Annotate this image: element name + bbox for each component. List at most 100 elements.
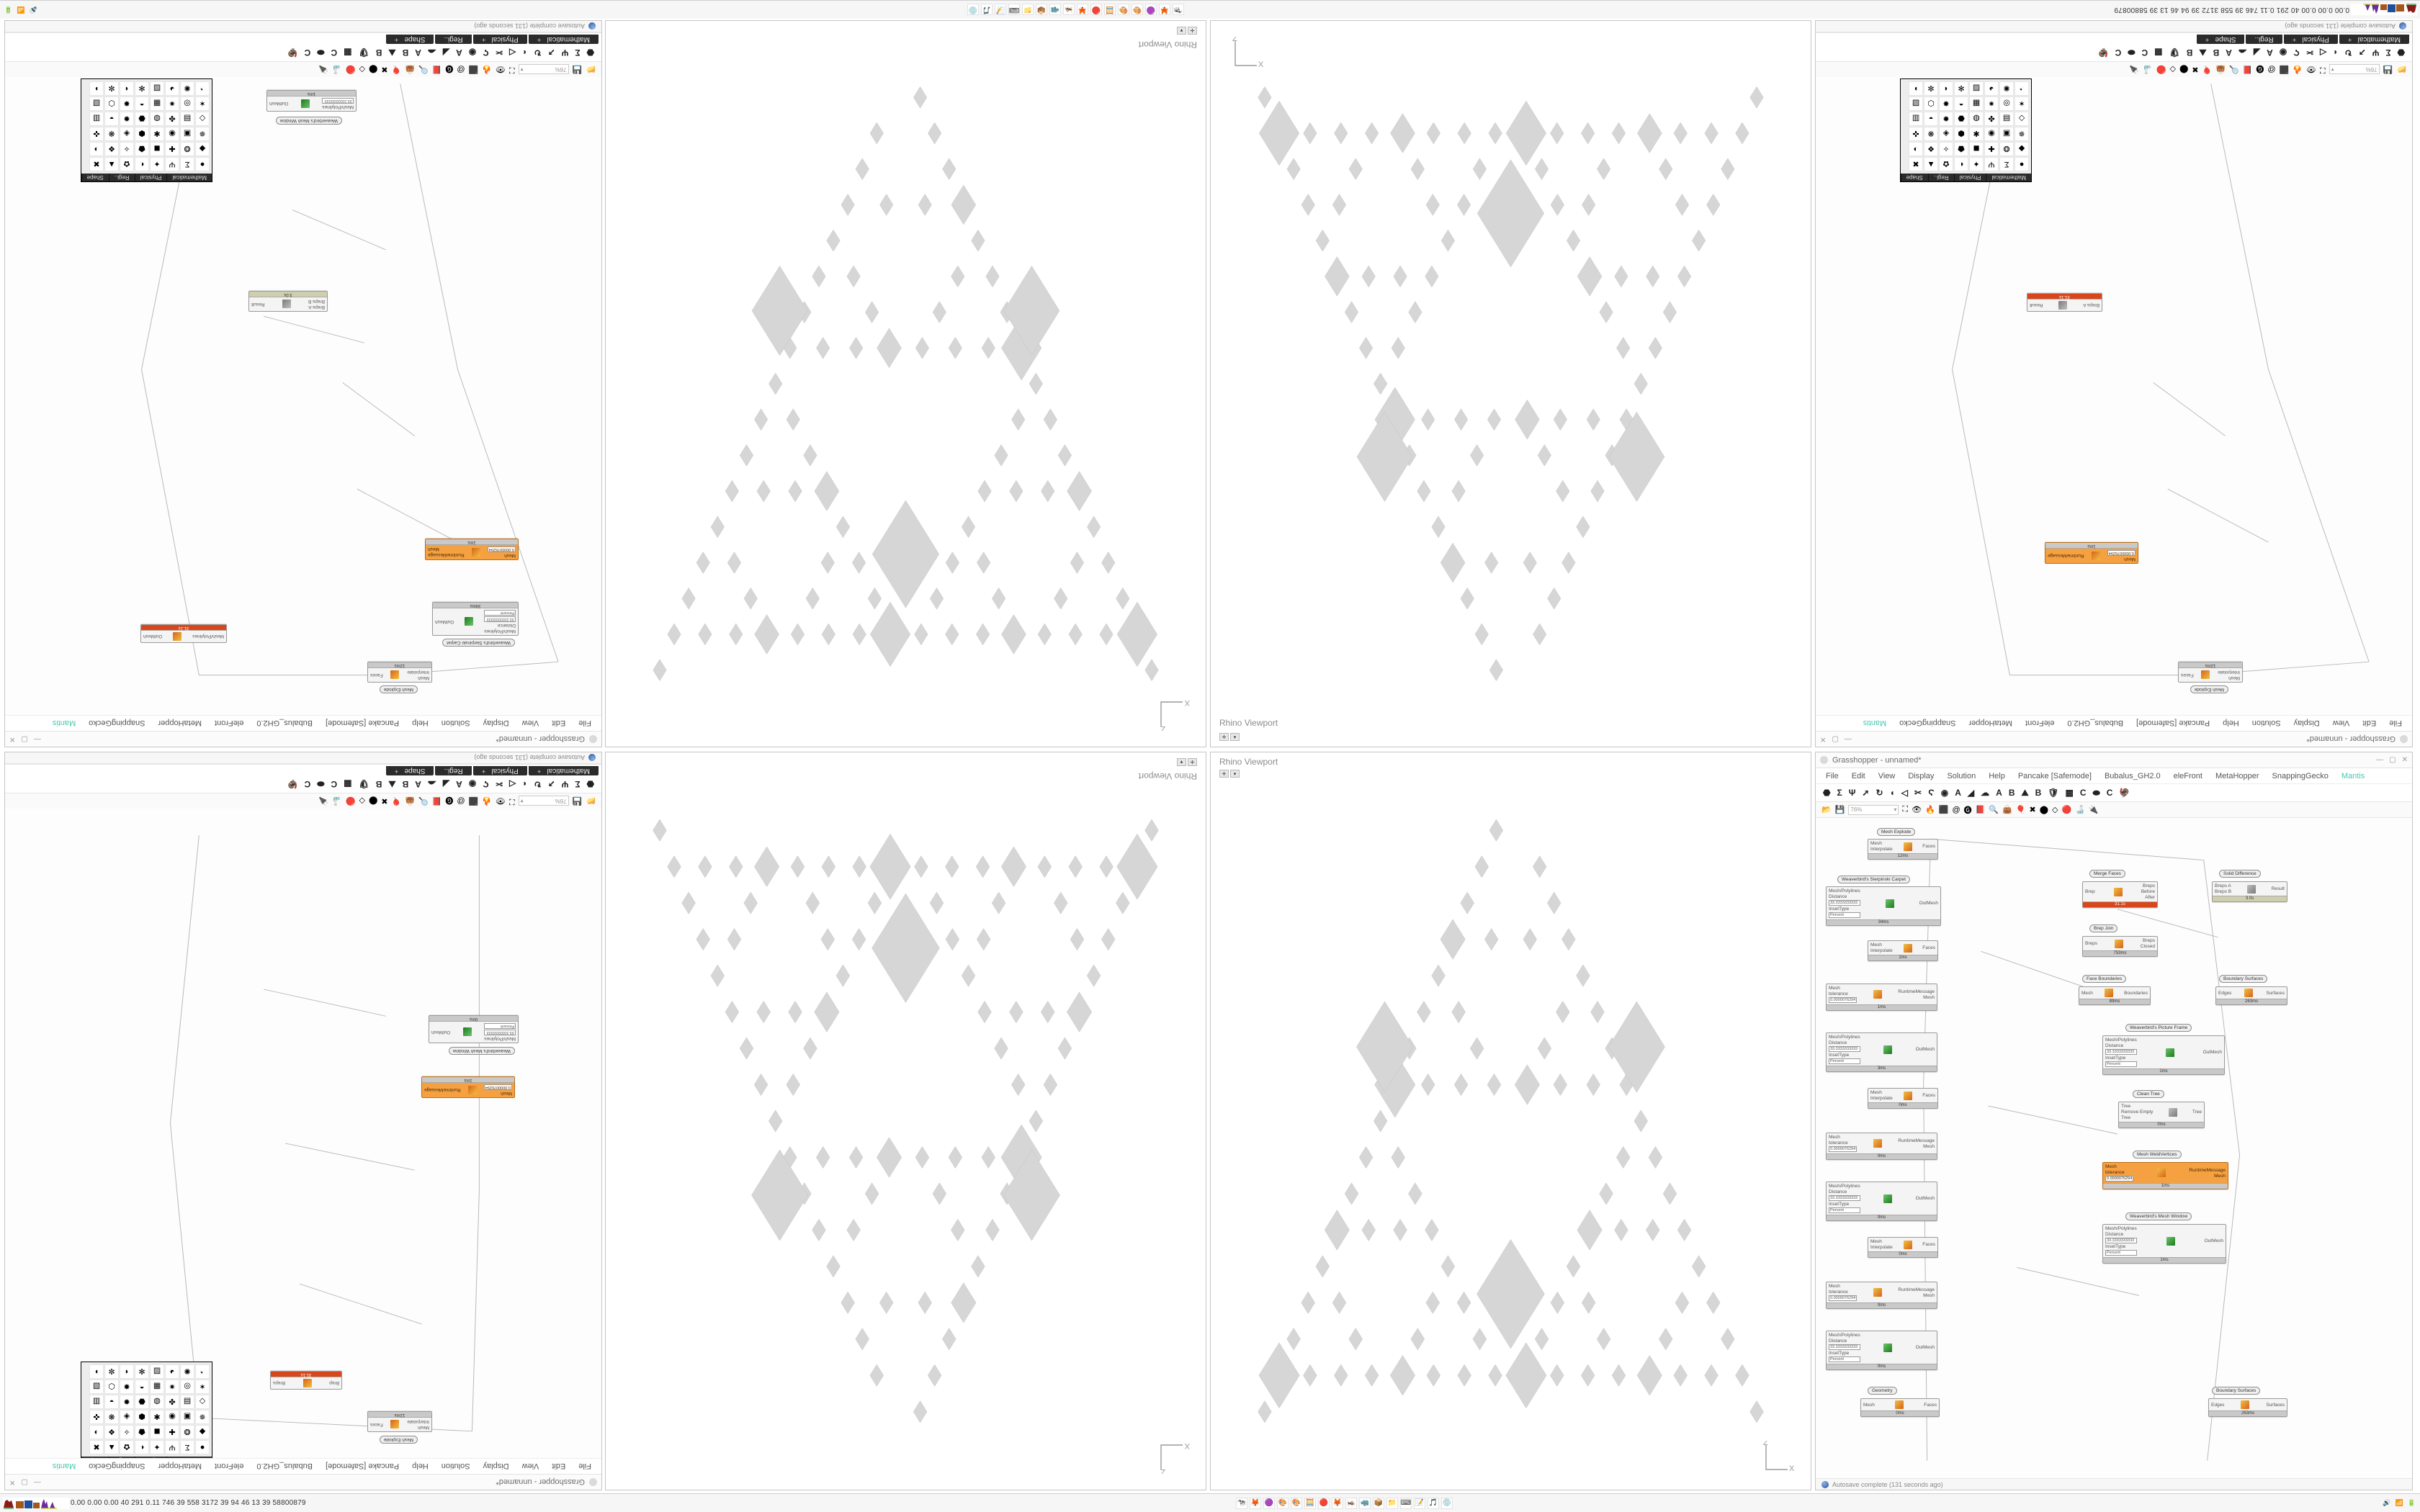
grid-icon[interactable]: ▦ bbox=[2154, 48, 2163, 58]
C2-icon[interactable]: C bbox=[2115, 48, 2122, 58]
palette-item[interactable]: ✶ bbox=[195, 1380, 210, 1394]
gh-node[interactable]: Breps A Breps B Result 3.0s bbox=[2212, 881, 2287, 902]
gh-node[interactable]: Edges Surfaces 263ms bbox=[2215, 986, 2287, 1005]
grid-icon[interactable]: ▦ bbox=[344, 48, 352, 58]
menu-edit[interactable]: Edit bbox=[1851, 771, 1865, 780]
gh-node[interactable]: Brep Breps 31.1s bbox=[270, 1371, 342, 1390]
palette-item[interactable]: ▨ bbox=[150, 81, 164, 96]
palette-item[interactable]: ◖ bbox=[120, 1364, 134, 1379]
palette-item[interactable]: ✶ bbox=[2015, 96, 2029, 111]
cone-icon[interactable]: ◁ bbox=[2319, 48, 2327, 58]
menu-bubalus[interactable]: Bubalus_GH2.0 bbox=[256, 719, 313, 728]
sphere-icon[interactable]: ⬤ bbox=[369, 796, 378, 805]
leaf-icon[interactable]: ◖ bbox=[2333, 48, 2339, 58]
scissors-icon[interactable]: ✂ bbox=[495, 48, 503, 58]
palette-item[interactable]: Σ bbox=[180, 157, 194, 171]
tab-physical[interactable]: Physical+ bbox=[2283, 35, 2338, 44]
gh-node[interactable]: Mesh Interpolate Faces 0ms bbox=[1868, 1088, 1938, 1109]
viewport-dropdown-button[interactable]: ▾ bbox=[1177, 758, 1186, 766]
gh-node[interactable]: Mesh tolerance 0.0000076294 RuntimeMessa… bbox=[1826, 1133, 1937, 1160]
arrow-icon[interactable]: ➚ bbox=[547, 779, 555, 789]
maximize-viewport-button[interactable]: ✛ bbox=[1219, 770, 1229, 778]
palette-tabs[interactable]: Mathematical Physical Regi.. Shape bbox=[1900, 174, 2031, 181]
palette-item[interactable]: Σ bbox=[180, 1440, 194, 1454]
shell-icon[interactable]: ◇ bbox=[2052, 806, 2058, 814]
prism-icon[interactable]: ◢ bbox=[442, 48, 450, 58]
shield-icon[interactable]: 🛡 bbox=[2048, 788, 2059, 798]
palette-icon[interactable]: 🎨 bbox=[1131, 4, 1144, 16]
menu-bar[interactable]: File Edit View Display Solution Help Pan… bbox=[1816, 715, 2412, 731]
A-icon[interactable]: A bbox=[1955, 788, 1961, 798]
eye-icon[interactable]: ◉ bbox=[2279, 48, 2287, 58]
menu-bubalus[interactable]: Bubalus_GH2.0 bbox=[256, 1462, 313, 1471]
distance-value[interactable]: 33.3333333333 bbox=[1829, 1344, 1860, 1350]
palette-item[interactable]: ✤ bbox=[165, 112, 179, 126]
plus-icon[interactable]: + bbox=[2347, 35, 2352, 43]
zoom-level-select[interactable]: 76% ▾ bbox=[518, 64, 569, 75]
menu-mantis[interactable]: Mantis bbox=[52, 1462, 76, 1471]
palette-item[interactable]: ⬟ bbox=[135, 1425, 149, 1439]
terminal-icon[interactable]: ⌨ bbox=[1008, 4, 1021, 16]
sigma-icon[interactable]: Σ bbox=[575, 48, 581, 58]
mountain-icon[interactable]: ⛰ bbox=[2021, 787, 2029, 798]
palette-item[interactable]: ✸ bbox=[120, 1380, 134, 1394]
cylinder-icon[interactable]: ⬛ bbox=[1938, 806, 1949, 814]
inset-type-value[interactable]: Percent bbox=[484, 1023, 516, 1029]
menu-metahopper[interactable]: MetaHopper bbox=[1968, 719, 2013, 728]
palette-item[interactable]: ❖ bbox=[104, 142, 119, 156]
palette-item[interactable]: ▤ bbox=[180, 112, 194, 126]
taskbar-app-icons[interactable]: 🐄 🦊 🟣 🎨 🎨 🧮 🔴 🦊 🦗 🦏 📦 📁 ⌨ 📝 🎵 💿 bbox=[37, 4, 2115, 16]
palette-item[interactable]: ◓ bbox=[135, 1380, 149, 1394]
preview-eye-icon[interactable]: 👁 bbox=[495, 65, 506, 73]
ruby-icon[interactable]: 🔴 bbox=[345, 65, 356, 73]
sigma-icon[interactable]: Σ bbox=[575, 779, 581, 789]
sphere-icon[interactable]: ⬤ bbox=[2179, 65, 2189, 73]
tab-shape[interactable]: Shape+ bbox=[385, 35, 434, 44]
palette-item[interactable]: ◓ bbox=[135, 96, 149, 111]
firefox-icon[interactable]: 🦊 bbox=[1249, 1497, 1261, 1509]
cylinder-icon[interactable]: ⬛ bbox=[468, 65, 479, 73]
palette-item[interactable]: ✦ bbox=[150, 157, 164, 171]
gh-node[interactable]: Mesh/Polylines Distance 33.3333333333 In… bbox=[2102, 1224, 2226, 1264]
close-icon[interactable]: ✕ bbox=[9, 1478, 16, 1486]
A2-icon[interactable]: A bbox=[415, 48, 421, 58]
minimize-icon[interactable]: — bbox=[33, 735, 41, 743]
inset-type-value[interactable]: Percent bbox=[1829, 1356, 1860, 1362]
bag-icon[interactable]: 👜 bbox=[2002, 806, 2012, 814]
taskbar-tray-bottom[interactable]: 🔊 📶 🔋 bbox=[2383, 1499, 2420, 1507]
tab-physical[interactable]: Physical+ bbox=[472, 766, 527, 775]
B-icon[interactable]: B bbox=[402, 779, 409, 789]
gh-node[interactable]: Mesh tolerance 0.0000076294 RuntimeMessa… bbox=[1826, 984, 1937, 1011]
menu-elefront[interactable]: eleFront bbox=[215, 719, 244, 728]
files-icon[interactable]: 📁 bbox=[1022, 4, 1034, 16]
palette-item[interactable]: ◑ bbox=[89, 1425, 104, 1439]
x-mesh-icon[interactable]: ✖ bbox=[2029, 806, 2036, 814]
C2-icon[interactable]: C bbox=[304, 48, 311, 58]
gh-node[interactable]: Brep Breps Before After 31.1s bbox=[2082, 881, 2158, 908]
distance-value[interactable]: 33.3333333333 bbox=[2105, 1238, 2137, 1243]
palette-item[interactable]: ✶ bbox=[195, 96, 210, 111]
book-icon[interactable]: 📕 bbox=[1975, 806, 1986, 814]
close-icon[interactable]: ✕ bbox=[1820, 735, 1827, 743]
palette-item[interactable]: ◐ bbox=[135, 157, 149, 171]
palette-item[interactable]: ◍ bbox=[150, 1395, 164, 1409]
bird-icon[interactable]: 🦃 bbox=[2119, 788, 2130, 798]
palette-item[interactable]: ▦ bbox=[150, 1380, 164, 1394]
menu-pancake[interactable]: Pancake [Safemode] bbox=[2136, 719, 2210, 728]
search-icon[interactable]: 🔍 bbox=[418, 796, 429, 805]
palette-item[interactable]: ◖ bbox=[120, 81, 134, 96]
taskbar-launcher-bottom[interactable]: 0.00 0.00 0.00 40 291 0.11 746 39 558 31… bbox=[0, 1497, 306, 1509]
menu-file[interactable]: File bbox=[578, 719, 591, 728]
plus-icon[interactable]: + bbox=[481, 767, 486, 775]
plug-icon[interactable]: 🔌 bbox=[318, 796, 329, 805]
cone-icon[interactable]: ◁ bbox=[508, 779, 516, 789]
chevron-down-icon[interactable]: ▾ bbox=[1894, 806, 1897, 813]
open-folder-icon[interactable]: 📂 bbox=[586, 65, 596, 73]
menu-metahopper[interactable]: MetaHopper bbox=[158, 719, 202, 728]
sigma-icon[interactable]: Σ bbox=[1837, 788, 1842, 798]
mascot-icon[interactable]: 🟣 bbox=[1263, 1497, 1275, 1509]
shield-icon[interactable]: 🛡 bbox=[2169, 48, 2180, 58]
menu-file[interactable]: File bbox=[578, 1462, 591, 1471]
palette-tabs[interactable]: Mathematical Physical Regi.. Shape bbox=[81, 1457, 212, 1458]
bird-icon[interactable]: 🦃 bbox=[287, 779, 298, 789]
